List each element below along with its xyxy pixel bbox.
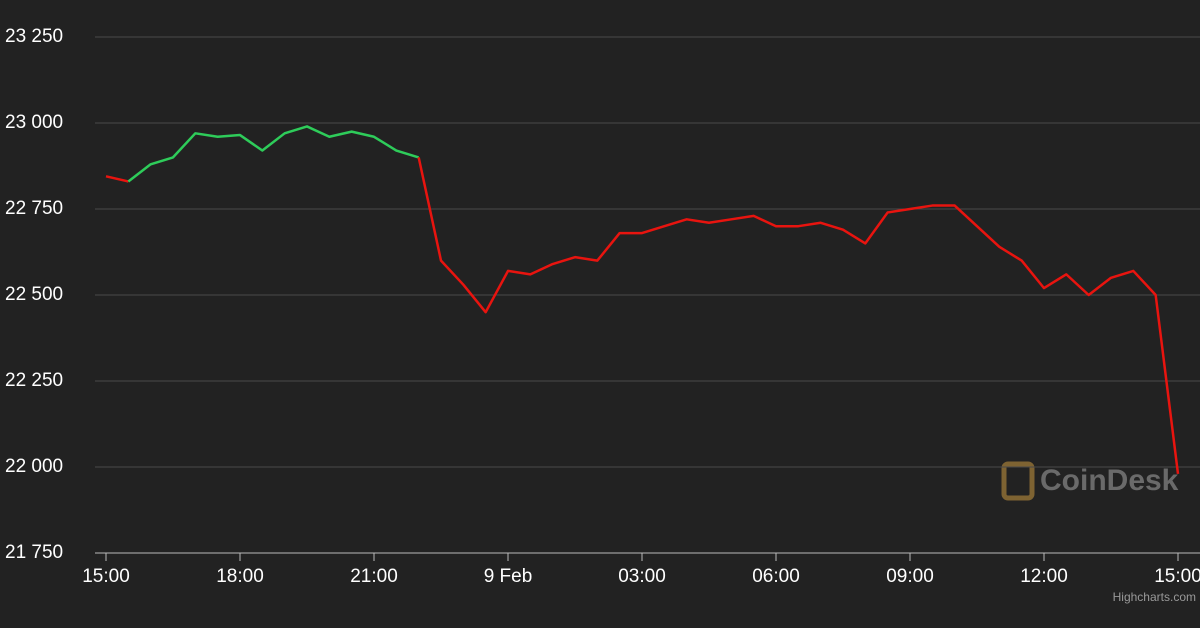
price-line	[127, 125, 420, 183]
watermark: CoinDesk	[1040, 464, 1179, 497]
price-line	[105, 175, 129, 183]
price-line	[417, 157, 1180, 475]
x-tick-label: 18:00	[216, 566, 264, 587]
x-tick-label: 15:00	[1154, 566, 1200, 587]
y-tick-label: 23 000	[5, 112, 63, 133]
y-tick-label: 22 250	[5, 370, 63, 391]
y-tick-label: 22 500	[5, 284, 63, 305]
y-tick-label: 22 000	[5, 456, 63, 477]
x-tick-label: 9 Feb	[484, 566, 533, 587]
watermark-logo	[1001, 461, 1035, 501]
y-tick-label: 21 750	[5, 542, 63, 563]
credits: Highcharts.com	[1113, 590, 1196, 604]
y-tick-label: 22 750	[5, 198, 63, 219]
y-tick-label: 23 250	[5, 26, 63, 47]
x-tick-label: 09:00	[886, 566, 934, 587]
x-tick-label: 03:00	[618, 566, 666, 587]
x-tick-label: 06:00	[752, 566, 800, 587]
x-tick-label: 21:00	[350, 566, 398, 587]
x-tick-label: 15:00	[82, 566, 130, 587]
x-tick-label: 12:00	[1020, 566, 1068, 587]
